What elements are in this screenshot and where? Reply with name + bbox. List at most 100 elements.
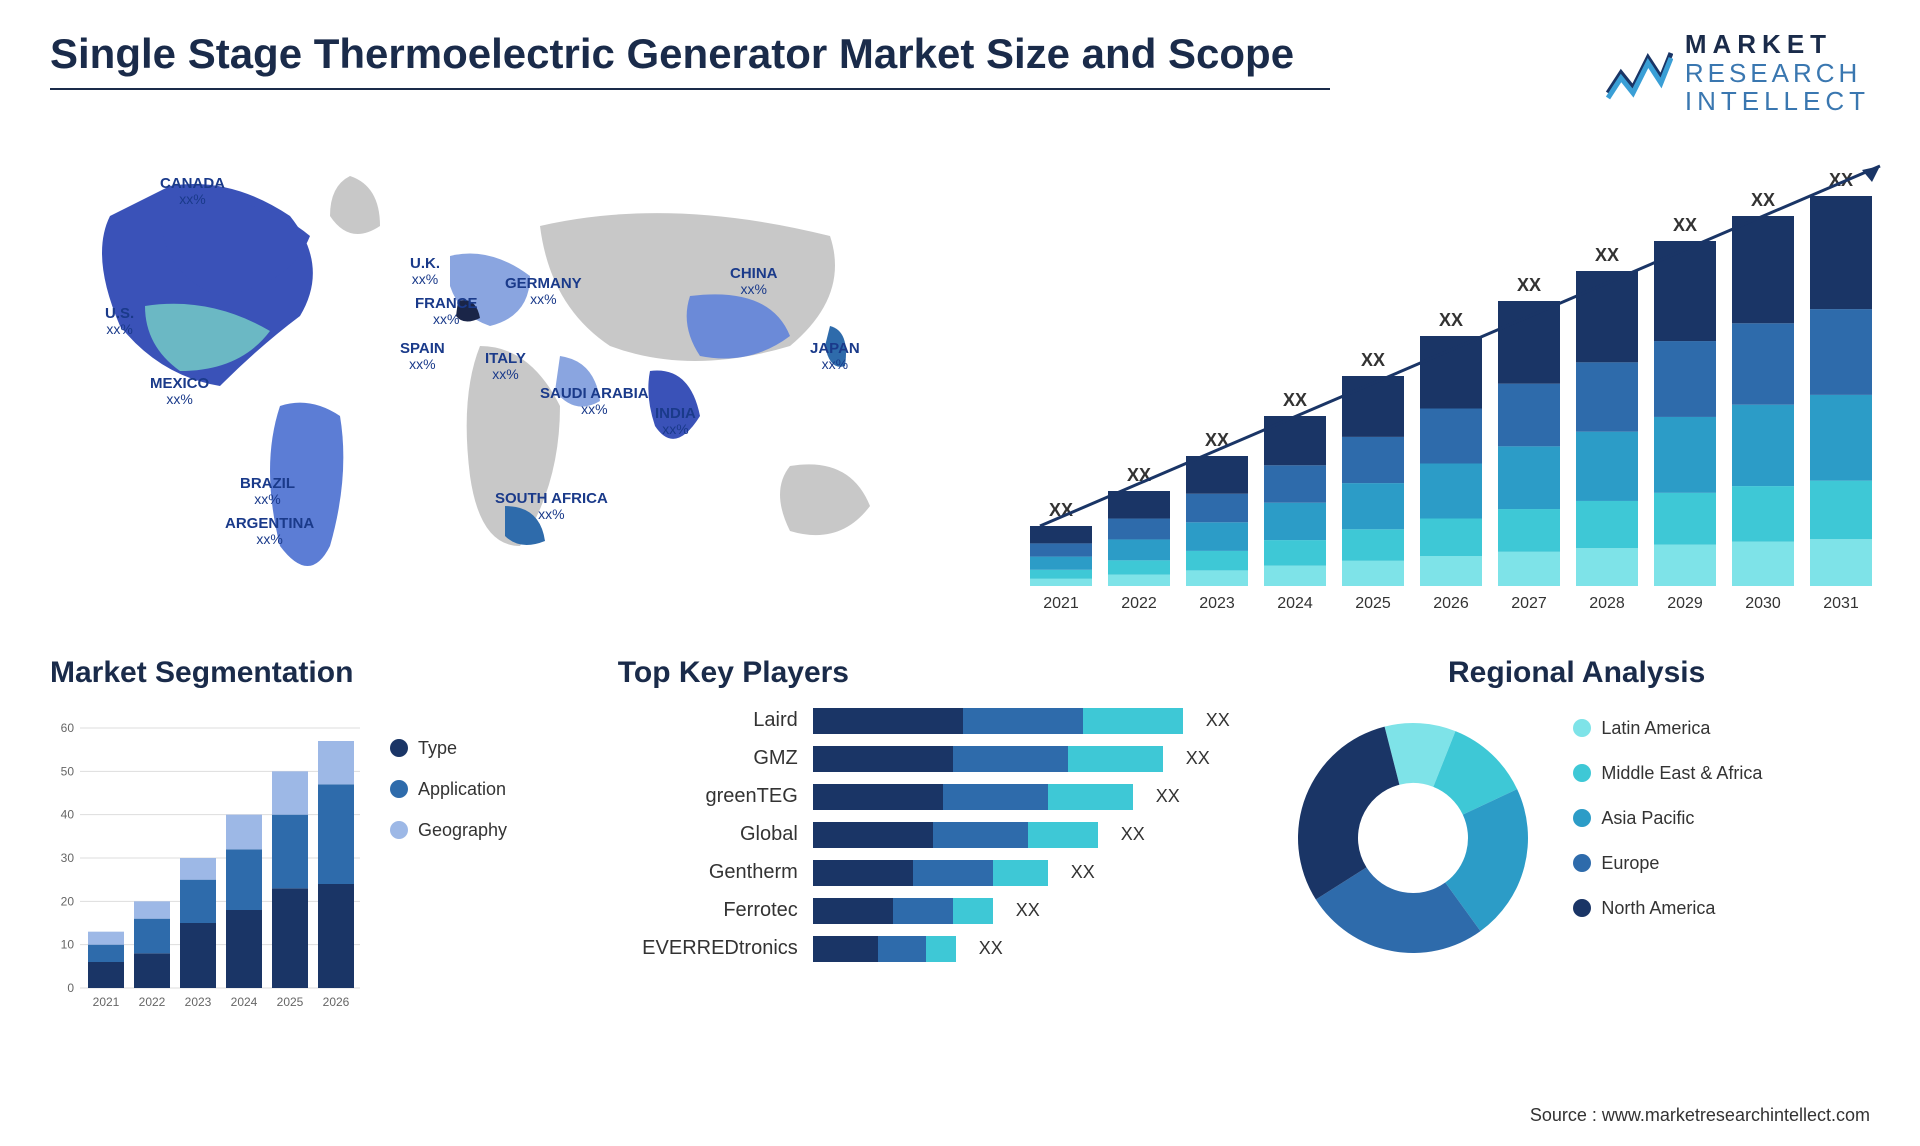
svg-text:20: 20 (61, 894, 75, 908)
player-label: Global (618, 823, 798, 846)
player-row-everredtronics: EVERREDtronicsXX (618, 936, 1254, 962)
player-label: EVERREDtronics (618, 937, 798, 960)
logo: MARKET RESEARCH INTELLECT (1603, 30, 1870, 116)
player-label: greenTEG (618, 785, 798, 808)
svg-text:2021: 2021 (1043, 595, 1079, 612)
player-row-gentherm: Gentherm XX (618, 860, 1254, 886)
svg-text:2026: 2026 (1433, 595, 1469, 612)
svg-text:2022: 2022 (139, 995, 166, 1009)
region-legend-north-america: North America (1573, 898, 1762, 919)
region-legend-latin-america: Latin America (1573, 718, 1762, 739)
logo-line1: MARKET (1685, 30, 1870, 59)
map-label-brazil: BRAZILxx% (240, 476, 295, 508)
player-label: Gentherm (618, 861, 798, 884)
region-legend-middle-east-africa: Middle East & Africa (1573, 763, 1762, 784)
logo-line3: INTELLECT (1685, 87, 1870, 116)
map-label-mexico: MEXICOxx% (150, 376, 209, 408)
svg-text:XX: XX (1517, 275, 1541, 295)
player-bar (813, 746, 1163, 772)
player-label: Ferrotec (618, 899, 798, 922)
svg-text:2029: 2029 (1667, 595, 1703, 612)
seg-legend-type: Type (390, 738, 507, 759)
player-value: XX (1016, 900, 1040, 921)
regional-donut (1283, 708, 1543, 968)
player-bar (813, 784, 1133, 810)
player-row-laird: Laird XX (618, 708, 1254, 734)
map-label-saudi-arabia: SAUDI ARABIAxx% (540, 386, 649, 418)
page-title: Single Stage Thermoelectric Generator Ma… (50, 30, 1330, 90)
region-legend-asia-pacific: Asia Pacific (1573, 808, 1762, 829)
players-panel: Top Key Players LairdXXGMZXXgreenTEGXXGl… (618, 656, 1254, 1056)
logo-icon (1603, 43, 1673, 103)
player-value: XX (1206, 710, 1230, 731)
segmentation-chart: 0 10 20 30 40 50 60 2021 2022 2023 2024 2025 2026 (50, 708, 370, 1018)
player-bar (813, 822, 1098, 848)
svg-text:2031: 2031 (1823, 595, 1859, 612)
player-row-global: Global XX (618, 822, 1254, 848)
svg-text:10: 10 (61, 937, 75, 951)
player-row-gmz: GMZ XX (618, 746, 1254, 772)
player-label: GMZ (618, 747, 798, 770)
player-row-greenteg: greenTEG XX (618, 784, 1254, 810)
svg-text:2025: 2025 (277, 995, 304, 1009)
svg-text:2030: 2030 (1745, 595, 1781, 612)
player-value: XX (1071, 862, 1095, 883)
player-bar (813, 898, 993, 924)
seg-legend-application: Application (390, 779, 507, 800)
region-legend-europe: Europe (1573, 853, 1762, 874)
svg-text:60: 60 (61, 721, 75, 735)
player-bar (813, 936, 956, 962)
main-market-chart: 2021XX2022XX2023XX2024XX2025XX2026XX2027… (1010, 146, 1910, 626)
player-bar (813, 860, 1048, 886)
header: Single Stage Thermoelectric Generator Ma… (50, 30, 1870, 116)
logo-line2: RESEARCH (1685, 59, 1870, 88)
map-label-india: INDIAxx% (655, 406, 696, 438)
svg-text:XX: XX (1439, 310, 1463, 330)
map-label-france: FRANCExx% (415, 296, 478, 328)
segmentation-panel: Market Segmentation 0 10 20 30 40 50 60 2021 202… (50, 656, 588, 1056)
player-value: XX (1121, 824, 1145, 845)
svg-text:2024: 2024 (231, 995, 258, 1009)
svg-text:2021: 2021 (93, 995, 120, 1009)
svg-text:50: 50 (61, 764, 75, 778)
map-label-u.s.: U.S.xx% (105, 306, 134, 338)
svg-text:2026: 2026 (323, 995, 350, 1009)
svg-text:2022: 2022 (1121, 595, 1157, 612)
svg-text:2028: 2028 (1589, 595, 1625, 612)
svg-text:XX: XX (1283, 390, 1307, 410)
player-row-ferrotec: Ferrotec XX (618, 898, 1254, 924)
map-label-u.k.: U.K.xx% (410, 256, 440, 288)
seg-legend-geography: Geography (390, 820, 507, 841)
svg-text:2027: 2027 (1511, 595, 1547, 612)
svg-text:2023: 2023 (1199, 595, 1235, 612)
svg-text:XX: XX (1673, 215, 1697, 235)
svg-text:XX: XX (1751, 190, 1775, 210)
svg-text:40: 40 (61, 807, 75, 821)
player-value: XX (1156, 786, 1180, 807)
map-label-south-africa: SOUTH AFRICAxx% (495, 491, 608, 523)
source-text: Source : www.marketresearchintellect.com (1530, 1105, 1870, 1126)
svg-text:XX: XX (1361, 350, 1385, 370)
player-bar (813, 708, 1183, 734)
map-label-canada: CANADAxx% (160, 176, 225, 208)
segmentation-title: Market Segmentation (50, 656, 588, 690)
segmentation-legend: Type Application Geography (390, 738, 507, 1018)
map-label-argentina: ARGENTINAxx% (225, 516, 314, 548)
world-map: CANADAxx% U.S.xx% MEXICOxx% BRAZILxx% ARGENT… (50, 146, 970, 626)
map-label-germany: GERMANYxx% (505, 276, 582, 308)
map-label-spain: SPAINxx% (400, 341, 445, 373)
svg-text:30: 30 (61, 851, 75, 865)
map-label-china: CHINAxx% (730, 266, 778, 298)
players-title: Top Key Players (618, 656, 1254, 690)
svg-text:XX: XX (1595, 245, 1619, 265)
map-label-italy: ITALYxx% (485, 351, 526, 383)
svg-text:2025: 2025 (1355, 595, 1391, 612)
svg-text:0: 0 (67, 981, 74, 995)
top-section: CANADAxx% U.S.xx% MEXICOxx% BRAZILxx% ARGENT… (50, 146, 1870, 626)
player-value: XX (1186, 748, 1210, 769)
player-label: Laird (618, 709, 798, 732)
main-chart-svg: 2021XX2022XX2023XX2024XX2025XX2026XX2027… (1010, 146, 1910, 616)
regional-title: Regional Analysis (1283, 656, 1870, 690)
svg-text:2023: 2023 (185, 995, 212, 1009)
map-label-japan: JAPANxx% (810, 341, 860, 373)
